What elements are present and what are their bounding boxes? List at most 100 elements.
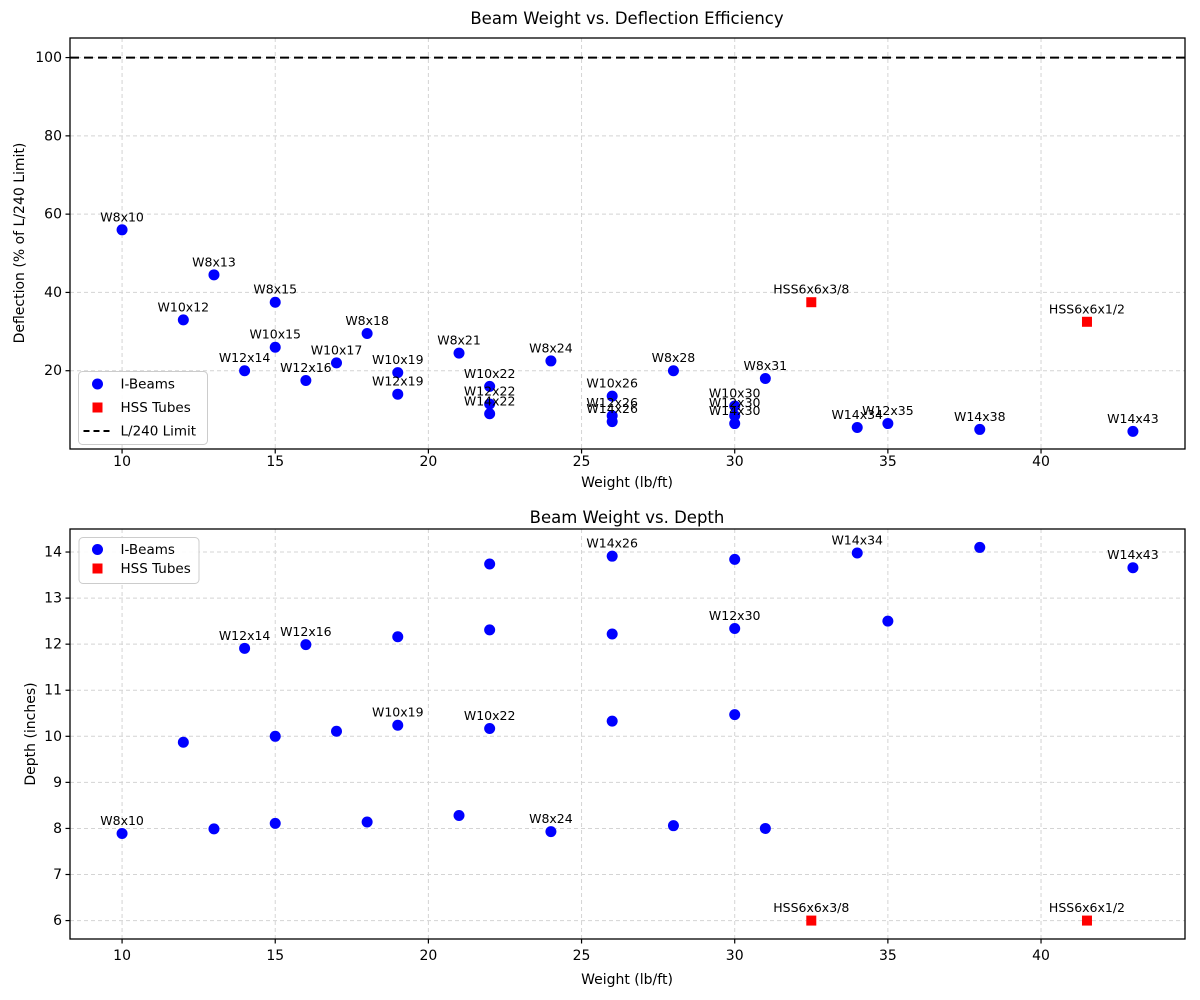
- deflection-chart-xlabel: Weight (lb/ft): [581, 475, 673, 491]
- point-label: W12x35: [862, 403, 914, 418]
- point-label: W12x30: [709, 395, 761, 410]
- point-label: W14x26: [586, 536, 638, 551]
- point-W12x22: [484, 398, 496, 410]
- y-tick-label: 8: [53, 821, 62, 837]
- point-W8x21: [453, 347, 465, 359]
- deflection-chart-ylabel: Deflection (% of L/240 Limit): [12, 142, 28, 344]
- point-W12x14: [239, 365, 251, 377]
- y-tick-label: 6: [53, 913, 62, 929]
- point-HSS6x6x3/8: [806, 915, 817, 926]
- point-label: W8x24: [529, 340, 573, 355]
- depth-chart-svg: 10 15 20 25 30 35 40 6 7 8 9 10 11 12 13 14 W8x10 W12x14 W…: [44, 528, 1186, 964]
- point-W12x30: [729, 410, 741, 422]
- point-W14x38: [974, 541, 986, 553]
- point-label: W14x34: [831, 407, 883, 422]
- point-W10x30: [729, 400, 741, 412]
- point-label: W10x26: [586, 376, 638, 391]
- point-W14x26: [606, 550, 618, 562]
- point-label: W12x14: [219, 628, 271, 643]
- point-label: W12x26: [586, 395, 638, 410]
- point-W10x26: [606, 715, 618, 727]
- y-tick-label: 12: [44, 637, 62, 653]
- point-W10x17: [330, 725, 342, 737]
- point-W8x21: [453, 810, 465, 822]
- point-label: W12x19: [372, 374, 424, 389]
- point-label: HSS6x6x3/8: [773, 900, 849, 915]
- x-tick-label: 30: [726, 454, 744, 470]
- point-W10x26: [606, 390, 618, 402]
- point-W12x14: [239, 642, 251, 654]
- point-W12x16: [300, 375, 312, 386]
- point-W8x13: [208, 269, 220, 281]
- point-label: W14x34: [831, 532, 883, 547]
- x-tick-label: 25: [573, 948, 591, 964]
- point-W8x10: [116, 224, 128, 236]
- x-tick-label: 35: [879, 948, 897, 964]
- legend-box: [78, 371, 208, 445]
- point-W12x19: [392, 631, 404, 643]
- y-tick-label: 11: [44, 683, 62, 699]
- legend-label: L/240 Limit: [121, 424, 197, 440]
- point-label: HSS6x6x3/8: [773, 282, 849, 297]
- y-tick-label: 60: [44, 207, 62, 223]
- point-W8x18: [361, 328, 373, 340]
- y-tick-label: 14: [44, 545, 62, 561]
- point-W10x22: [484, 380, 496, 392]
- y-tick-label: 80: [44, 128, 62, 144]
- point-label: W8x10: [100, 209, 144, 224]
- x-tick-label: 35: [879, 454, 897, 470]
- point-label: W10x19: [372, 705, 424, 720]
- y-tick-label: 10: [44, 729, 62, 745]
- point-label: W10x22: [464, 366, 516, 381]
- point-label: W8x10: [100, 813, 144, 828]
- legend-label: I-Beams: [121, 377, 175, 393]
- point-label: W12x16: [280, 624, 332, 639]
- legend-circle-icon: [92, 378, 103, 390]
- point-W10x17: [330, 357, 342, 369]
- point-label: W8x28: [652, 350, 696, 365]
- point-label: W8x21: [437, 333, 481, 348]
- point-W8x28: [667, 820, 679, 832]
- point-label: W10x30: [709, 385, 761, 400]
- y-tick-label: 13: [44, 591, 62, 607]
- point-HSS6x6x1/2: [1081, 915, 1092, 926]
- point-HSS6x6x3/8: [806, 297, 817, 308]
- point-label: W12x22: [464, 383, 516, 398]
- point-label: W10x12: [158, 299, 210, 314]
- point-W14x38: [974, 423, 986, 435]
- depth-chart-xlabel: Weight (lb/ft): [581, 972, 673, 988]
- point-W10x19: [392, 367, 404, 379]
- point-label: W10x22: [464, 708, 516, 723]
- x-tick-label: 20: [419, 948, 437, 964]
- point-label: HSS6x6x1/2: [1049, 301, 1125, 316]
- point-label: W10x15: [249, 327, 301, 342]
- legend-label: I-Beams: [121, 542, 175, 558]
- y-tick-label: 20: [44, 363, 62, 379]
- point-W8x31: [759, 822, 771, 834]
- point-W10x12: [177, 736, 189, 748]
- point-W12x16: [300, 639, 312, 651]
- y-tick-label: 40: [44, 285, 62, 301]
- x-tick-label: 40: [1032, 948, 1050, 964]
- legend-square-icon: [92, 563, 103, 574]
- depth-chart-ylabel: Depth (inches): [23, 682, 39, 786]
- point-label: W8x24: [529, 811, 573, 826]
- point-W12x22: [484, 624, 496, 636]
- x-tick-label: 15: [266, 454, 284, 470]
- point-W14x30: [729, 418, 741, 430]
- legend-label: HSS Tubes: [121, 561, 191, 577]
- point-label: W14x43: [1107, 547, 1159, 562]
- point-HSS6x6x1/2: [1081, 316, 1092, 327]
- point-W14x22: [484, 558, 496, 570]
- point-label: W14x38: [954, 409, 1006, 424]
- point-W8x24: [545, 355, 557, 367]
- point-label: W8x18: [345, 313, 389, 328]
- point-W8x15: [269, 817, 281, 829]
- point-W12x30: [729, 623, 741, 635]
- legend-square-icon: [92, 402, 103, 413]
- point-W10x15: [269, 730, 281, 742]
- axes-spine: [69, 37, 1186, 450]
- point-label: W14x43: [1107, 411, 1159, 426]
- y-tick-label: 100: [35, 50, 62, 66]
